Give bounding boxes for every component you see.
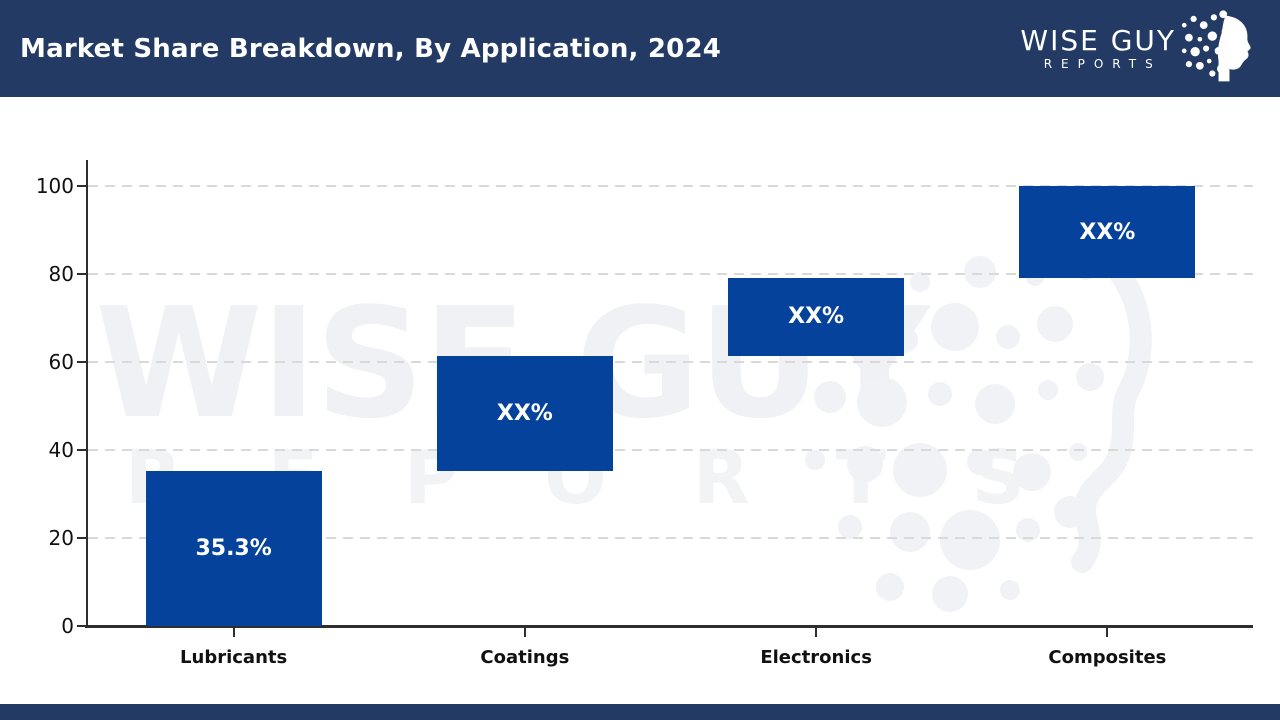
x-tick-mark (815, 628, 818, 637)
gridline-20 (88, 537, 1253, 540)
bar-lubricants: 35.3% (145, 470, 322, 626)
bar-value-label: 35.3% (195, 535, 272, 561)
y-tick-label: 60 (48, 350, 74, 375)
y-tick-mark (77, 449, 86, 452)
y-tick-mark (77, 537, 86, 540)
face-dots-icon (1178, 7, 1256, 91)
y-tick-label: 80 (48, 262, 74, 287)
x-axis-line (85, 625, 1253, 628)
bar-value-label: XX% (1079, 219, 1136, 245)
brand-logo-text: WISE GUY REPORTS (1020, 23, 1176, 72)
y-tick-mark (77, 361, 86, 364)
brand-subname: REPORTS (1043, 57, 1162, 72)
x-tick-mark (232, 628, 235, 637)
x-tick-label-composites: Composites (1048, 647, 1167, 668)
y-tick-mark (77, 185, 86, 188)
gridline-100 (88, 185, 1253, 188)
brand-name: WISE GUY (1020, 23, 1176, 57)
bar-value-label: XX% (788, 304, 845, 330)
x-tick-label-lubricants: Lubricants (180, 647, 288, 668)
y-axis-line (86, 160, 88, 626)
watermark-face-dots-icon (770, 212, 1170, 616)
page-title: Market Share Breakdown, By Application, … (20, 33, 722, 64)
gridline-80 (88, 273, 1253, 276)
y-tick-mark (77, 625, 86, 627)
y-tick-label: 0 (61, 614, 74, 638)
bar-value-label: XX% (496, 400, 553, 426)
footer-bar (0, 704, 1280, 720)
bar-coatings: XX% (436, 355, 613, 471)
y-tick-label: 100 (35, 174, 74, 199)
gridline-60 (88, 361, 1253, 364)
y-tick-label: 20 (48, 526, 74, 551)
x-tick-label-electronics: Electronics (760, 647, 872, 668)
x-tick-label-coatings: Coatings (480, 647, 570, 668)
brand-logo: WISE GUY REPORTS (1020, 7, 1256, 91)
gridline-40 (88, 449, 1253, 452)
chart-area: WISE GUY R E P O R T S (0, 97, 1280, 704)
x-tick-mark (1106, 628, 1109, 637)
bar-composites: XX% (1019, 186, 1196, 278)
x-tick-mark (523, 628, 526, 637)
bar-electronics: XX% (728, 277, 905, 356)
y-tick-mark (77, 273, 86, 276)
header-bar: Market Share Breakdown, By Application, … (0, 0, 1280, 97)
plot-area: 0 20 40 60 80 100 35.3% Lubricants XX% Coatings XX… (36, 160, 1253, 668)
y-tick-label: 40 (48, 438, 74, 463)
